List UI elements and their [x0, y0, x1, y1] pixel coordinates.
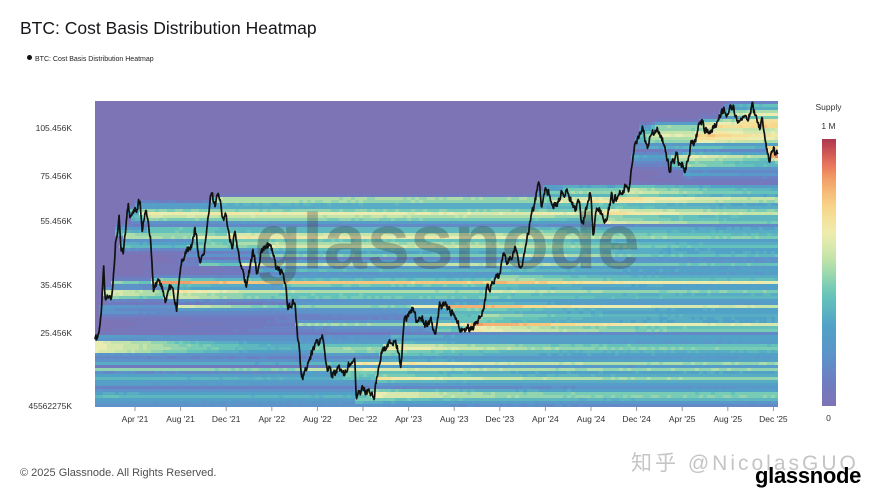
svg-text:glassnode: glassnode [254, 197, 640, 285]
